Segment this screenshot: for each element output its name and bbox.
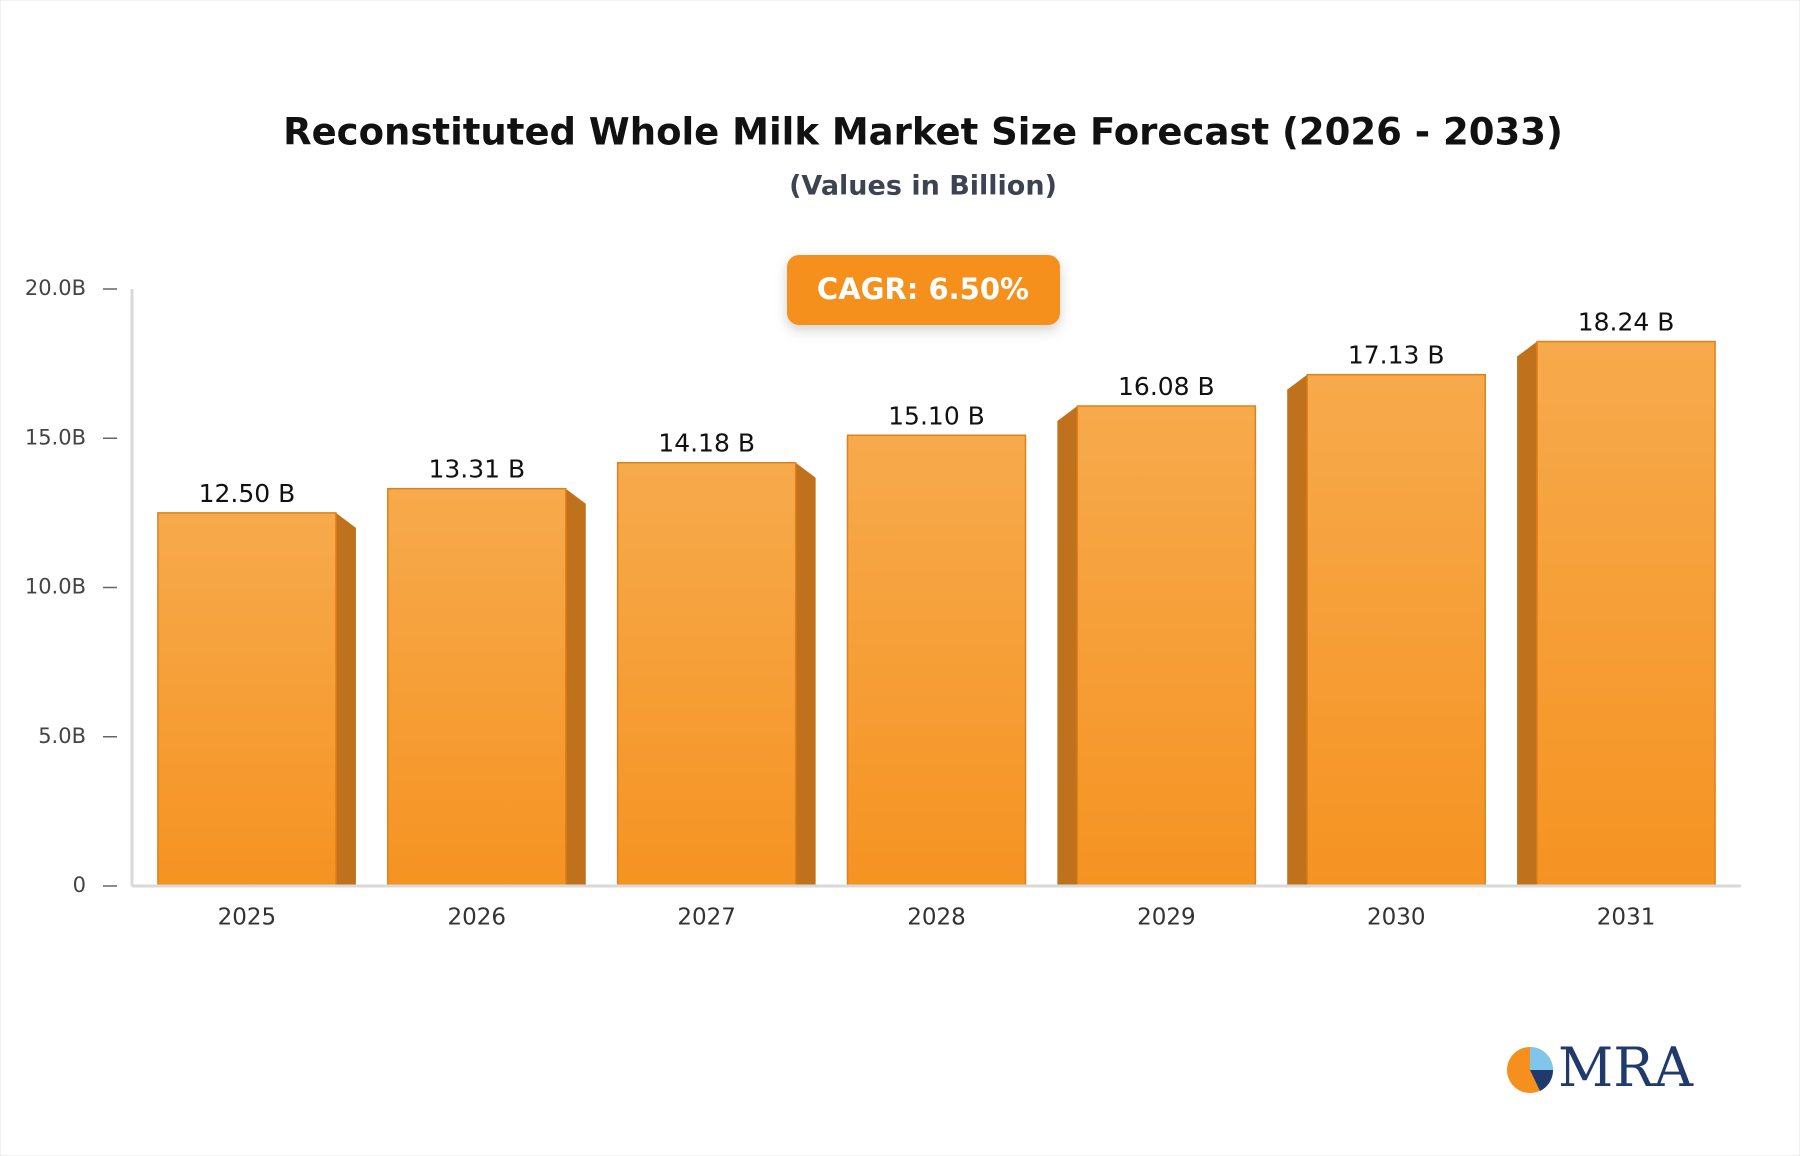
logo-slice (1530, 1070, 1554, 1091)
logo-slice (1530, 1047, 1553, 1070)
x-tick-label: 2026 (448, 905, 507, 931)
cagr-badge (787, 255, 1060, 325)
x-tick-label: 2027 (677, 905, 736, 931)
logo-text: MRA (1558, 1036, 1694, 1099)
bar (1076, 405, 1257, 887)
y-tick-label: 5.0B (38, 724, 86, 748)
bar-side (1057, 406, 1078, 886)
data-label: 13.31 B (428, 455, 525, 484)
bar-side (335, 512, 356, 886)
chart-subtitle: (Values in Billion) (789, 171, 1057, 202)
bar-side (565, 488, 586, 886)
bar (387, 487, 567, 887)
bar-side (1287, 374, 1308, 886)
logo: MRA (1507, 1036, 1694, 1099)
bar (1536, 340, 1716, 887)
y-tick-label: 10.0B (25, 575, 86, 599)
data-label: 17.13 B (1348, 341, 1445, 370)
data-label: 15.10 B (888, 401, 985, 430)
x-tick-label: 2030 (1367, 905, 1426, 931)
y-tick-label: 15.0B (25, 425, 86, 449)
bar (616, 461, 797, 887)
bar (157, 512, 337, 887)
chart-title: Reconstituted Whole Milk Market Size For… (283, 111, 1563, 154)
y-tick-label: 0 (73, 873, 86, 897)
bar-side (795, 462, 816, 886)
y-tick-label: 20.0B (25, 276, 86, 300)
x-tick-label: 2029 (1137, 905, 1196, 931)
x-tick-label: 2031 (1597, 905, 1656, 931)
cagr-label: CAGR: 6.50% (817, 272, 1029, 306)
bar-side (1517, 341, 1538, 886)
data-label: 14.18 B (658, 429, 755, 458)
data-label: 12.50 B (199, 479, 296, 508)
bar (1306, 373, 1486, 887)
bar (846, 434, 1027, 887)
data-label: 18.24 B (1578, 308, 1675, 337)
data-label: 16.08 B (1118, 372, 1215, 401)
x-tick-label: 2025 (218, 905, 277, 931)
x-tick-label: 2028 (907, 905, 966, 931)
